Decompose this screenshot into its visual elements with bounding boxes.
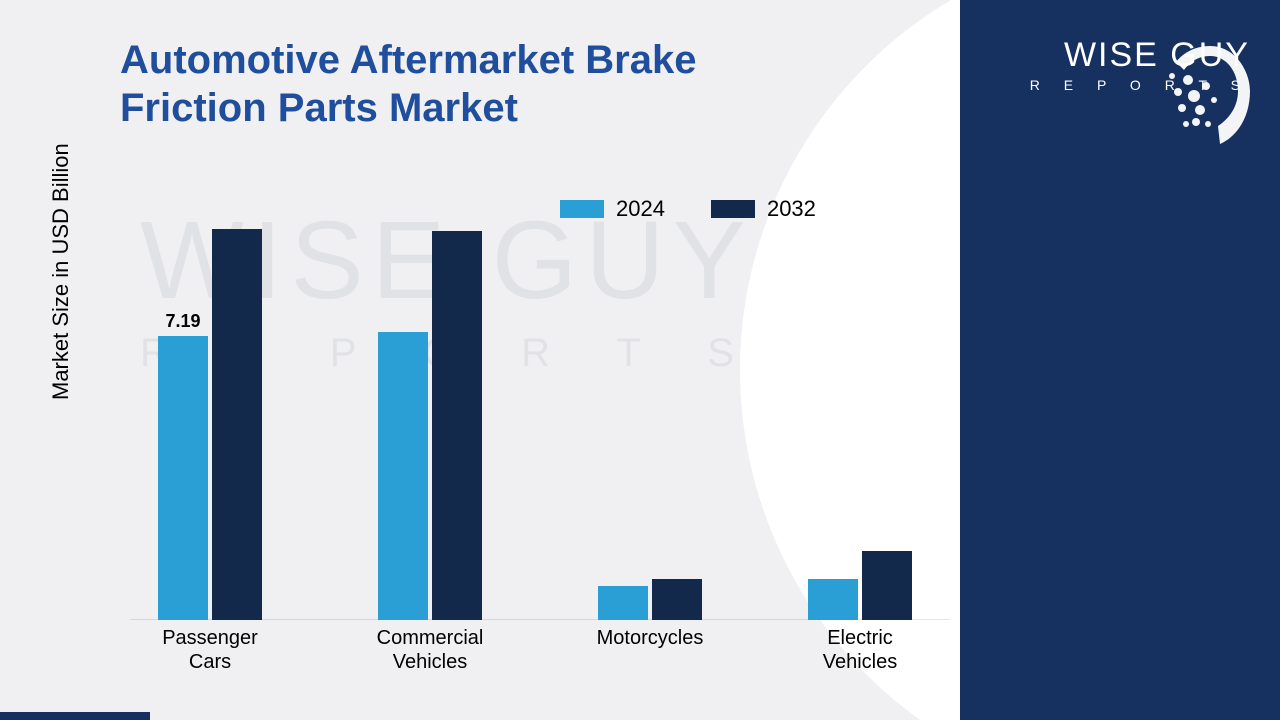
bar: [432, 231, 482, 620]
plot-area: 7.19Passenger CarsCommercial VehiclesMot…: [130, 225, 950, 620]
legend-swatch-2024: [560, 200, 604, 218]
category-label: Electric Vehicles: [823, 626, 898, 674]
bar: [212, 229, 262, 620]
bar: [862, 551, 912, 620]
bar-pair: [598, 579, 702, 620]
chart-canvas: WISE GUY R E P O R T S WISE GUY R E P O …: [0, 0, 1280, 720]
legend-item-2024: 2024: [560, 196, 665, 222]
legend-label-2032: 2032: [767, 196, 816, 222]
bar-pair: [808, 551, 912, 620]
legend-swatch-2032: [711, 200, 755, 218]
brand-logo: WISE GUY R E P O R T S: [1030, 36, 1250, 93]
legend-label-2024: 2024: [616, 196, 665, 222]
bar: [808, 579, 858, 620]
chart-title: Automotive Aftermarket Brake Friction Pa…: [120, 36, 760, 132]
bar: [158, 336, 208, 620]
category-label: Motorcycles: [597, 626, 704, 650]
bar: [378, 332, 428, 620]
bottom-accent-bar: [0, 712, 150, 720]
category-label: Commercial Vehicles: [377, 626, 484, 674]
bar: [598, 586, 648, 620]
legend: 2024 2032: [560, 196, 816, 222]
head-icon: [1000, 36, 1250, 146]
legend-item-2032: 2032: [711, 196, 816, 222]
bar-pair: [158, 229, 262, 620]
bar: [652, 579, 702, 620]
category-label: Passenger Cars: [162, 626, 258, 674]
y-axis-label: Market Size in USD Billion: [48, 143, 74, 400]
bar-pair: [378, 231, 482, 620]
